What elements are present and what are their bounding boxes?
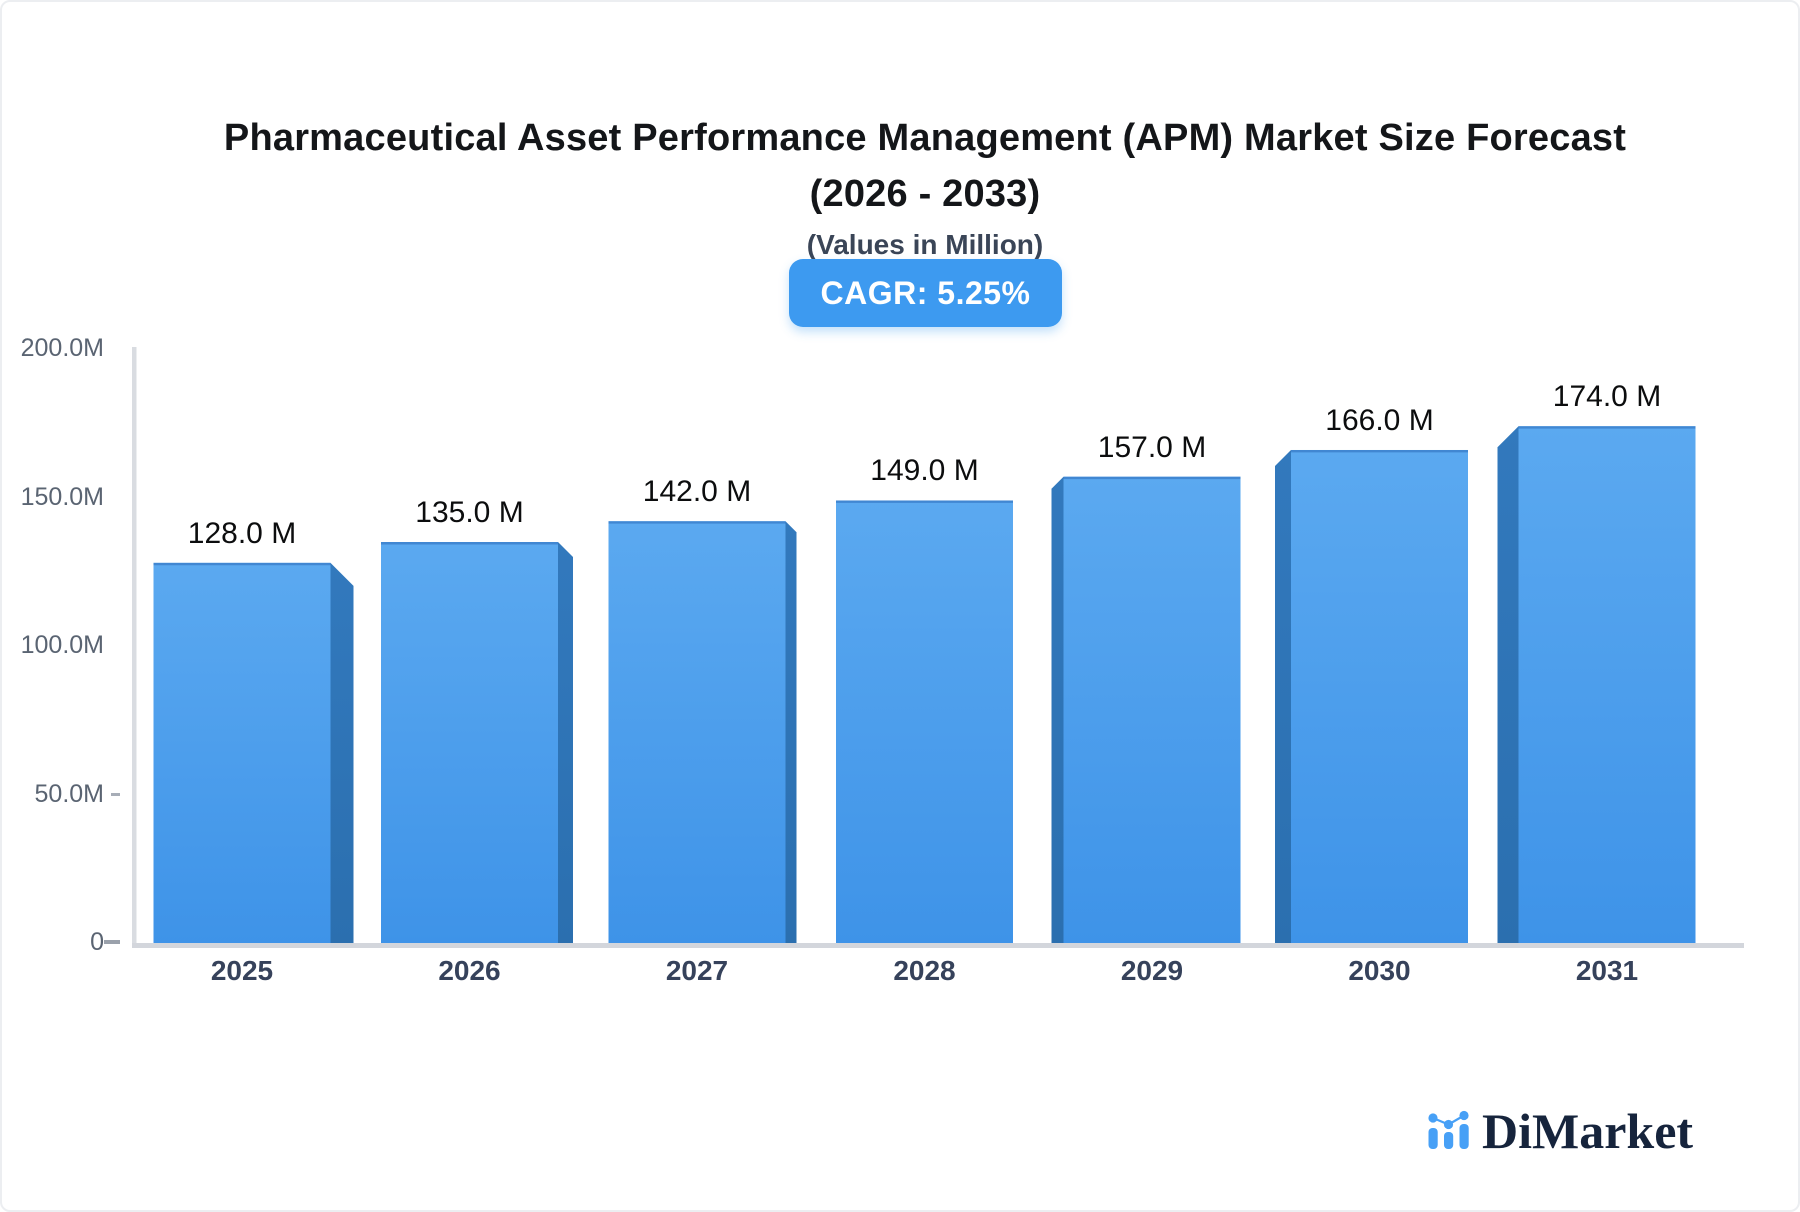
bar-value-label: 142.0 M xyxy=(642,475,752,509)
bar-value-label: 174.0 M xyxy=(1552,380,1662,414)
brand-logo-text: DiMarket xyxy=(1482,1103,1694,1159)
bar-chart-logo-icon xyxy=(1426,1099,1471,1154)
x-axis-label: 2025 xyxy=(210,955,274,986)
bar-3d-side xyxy=(1497,426,1519,945)
chart-title-line1: Pharmaceutical Asset Performance Managem… xyxy=(223,117,1627,159)
bar xyxy=(836,500,1013,945)
bar-3d-side xyxy=(1051,476,1064,945)
bar-value-label: 128.0 M xyxy=(187,516,297,550)
x-axis-label: 2029 xyxy=(1120,955,1184,986)
bar-value-label: 166.0 M xyxy=(1325,403,1434,437)
y-axis-label: 150.0M xyxy=(20,482,104,511)
y-axis-label: 200.0M xyxy=(20,334,104,362)
y-axis-label: 50.0M xyxy=(34,779,104,808)
bar-value-label: 149.0 M xyxy=(870,454,979,488)
cagr-badge-label: CAGR: 5.25% xyxy=(820,274,1031,311)
x-axis-label: 2027 xyxy=(665,955,729,986)
chart-subtitle: (Values in Million) xyxy=(806,229,1044,260)
bar xyxy=(1518,426,1696,945)
x-axis-label: 2030 xyxy=(1348,955,1411,986)
bar-value-label: 157.0 M xyxy=(1097,430,1207,464)
bar xyxy=(153,562,331,945)
bar xyxy=(381,542,558,945)
y-axis-label: 100.0M xyxy=(20,631,104,659)
cagr-badge: CAGR: 5.25% xyxy=(789,259,1062,327)
bar xyxy=(608,521,786,945)
bar-value-label: 135.0 M xyxy=(415,496,524,530)
y-axis-line xyxy=(132,347,137,946)
x-axis-label: 2028 xyxy=(893,955,956,986)
bar-3d-side xyxy=(1275,449,1291,945)
y-axis-tick-50 xyxy=(111,793,120,796)
bar xyxy=(1063,476,1241,945)
bar-3d-side xyxy=(785,521,797,945)
y-axis-label: 0 xyxy=(90,928,104,956)
x-axis-line xyxy=(132,943,1744,948)
bar-3d-side xyxy=(330,562,354,945)
brand-logo: DiMarket xyxy=(1426,1099,1694,1159)
x-axis-label: 2026 xyxy=(438,955,501,986)
x-axis-label: 2031 xyxy=(1575,955,1639,986)
header: Pharmaceutical Asset Performance Managem… xyxy=(52,110,1798,262)
chart-title-line2: (2026 - 2033) xyxy=(809,173,1041,215)
y-axis-tick-0 xyxy=(104,940,120,944)
bar xyxy=(1291,449,1468,945)
bar-3d-side xyxy=(558,542,573,945)
